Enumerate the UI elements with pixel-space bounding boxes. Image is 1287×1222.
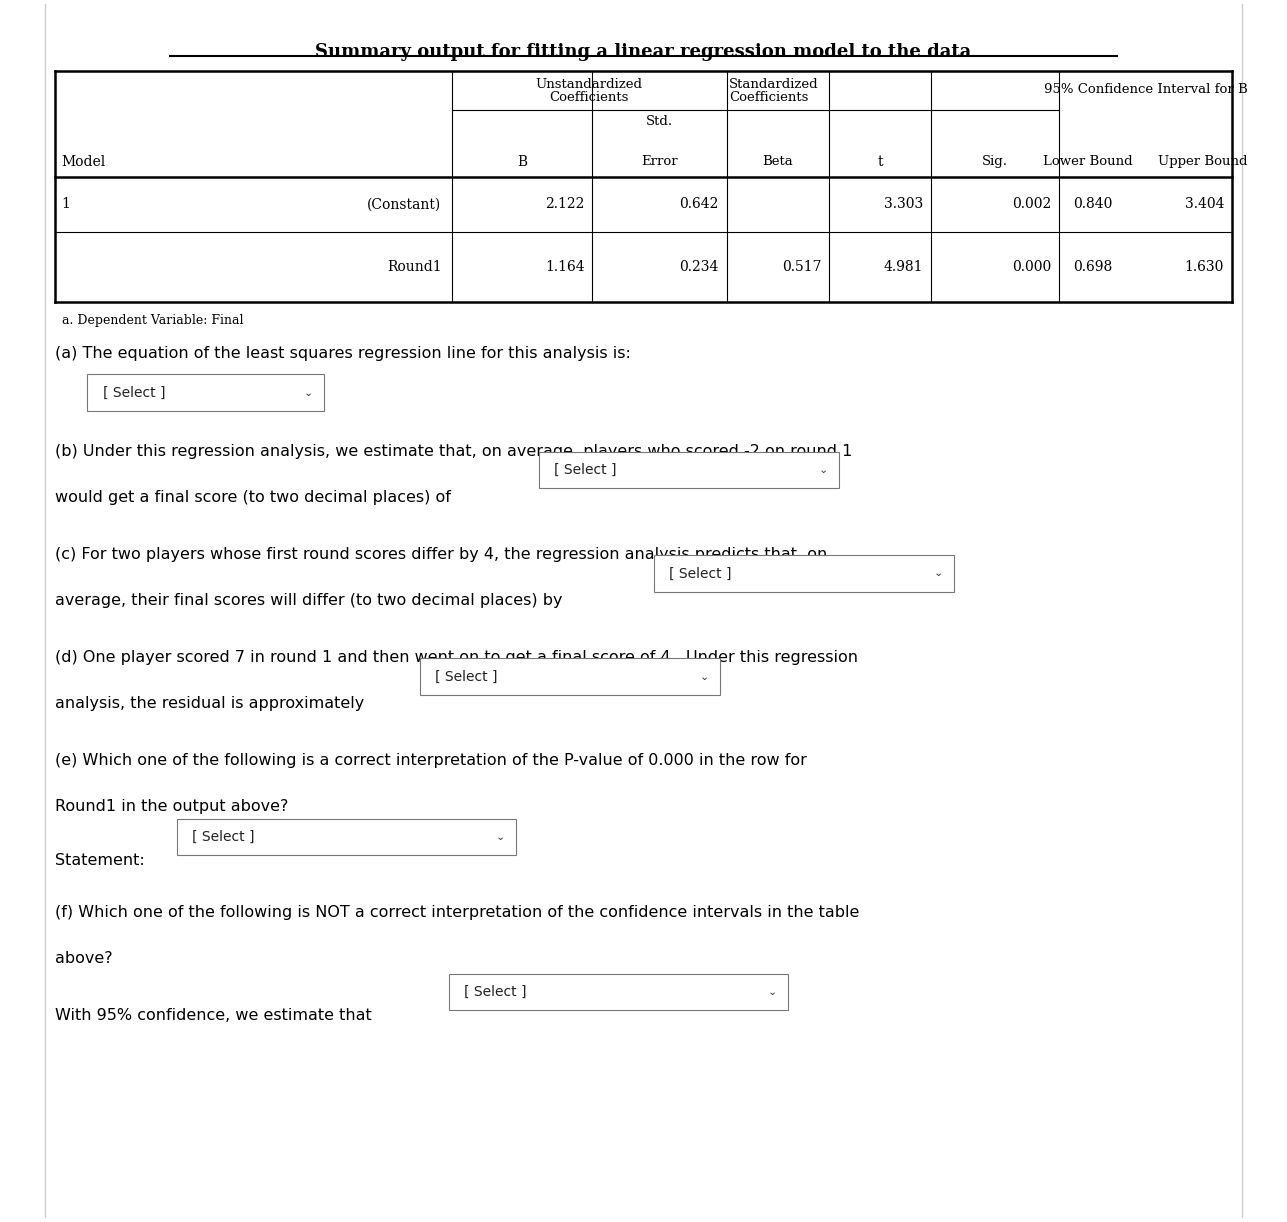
FancyBboxPatch shape	[654, 555, 954, 591]
Text: 0.840: 0.840	[1073, 198, 1113, 211]
Text: [ Select ]: [ Select ]	[553, 463, 616, 478]
Text: Error: Error	[641, 155, 678, 169]
Text: (d) One player scored 7 in round 1 and then went on to get a final score of 4.  : (d) One player scored 7 in round 1 and t…	[55, 650, 858, 665]
Text: 3.303: 3.303	[884, 198, 924, 211]
FancyBboxPatch shape	[88, 374, 324, 411]
Text: 0.000: 0.000	[1012, 260, 1051, 274]
Text: 4.981: 4.981	[884, 260, 924, 274]
Text: ⌄: ⌄	[819, 466, 829, 475]
Text: 1.164: 1.164	[546, 260, 584, 274]
Text: [ Select ]: [ Select ]	[669, 566, 731, 580]
Text: 0.698: 0.698	[1073, 260, 1113, 274]
Text: 2.122: 2.122	[546, 198, 584, 211]
Text: above?: above?	[55, 951, 113, 965]
Text: Beta: Beta	[762, 155, 793, 169]
Text: Sig.: Sig.	[982, 155, 1008, 169]
Text: 0.642: 0.642	[680, 198, 719, 211]
Text: average, their final scores will differ (to two decimal places) by: average, their final scores will differ …	[55, 593, 562, 607]
Text: ⌄: ⌄	[700, 672, 709, 682]
Text: 1.630: 1.630	[1184, 260, 1224, 274]
Text: 3.404: 3.404	[1184, 198, 1224, 211]
Text: ⌄: ⌄	[304, 387, 313, 397]
Text: (e) Which one of the following is a correct interpretation of the P-value of 0.0: (e) Which one of the following is a corr…	[55, 753, 807, 767]
Text: Standardized: Standardized	[730, 78, 819, 90]
Text: (a) The equation of the least squares regression line for this analysis is:: (a) The equation of the least squares re…	[55, 346, 631, 362]
FancyBboxPatch shape	[420, 659, 721, 695]
FancyBboxPatch shape	[176, 819, 516, 855]
Text: 0.517: 0.517	[781, 260, 821, 274]
Text: 0.234: 0.234	[680, 260, 719, 274]
Text: analysis, the residual is approximately: analysis, the residual is approximately	[55, 697, 364, 711]
Text: Summary output for fitting a linear regression model to the data: Summary output for fitting a linear regr…	[315, 43, 972, 61]
Text: would get a final score (to two decimal places) of: would get a final score (to two decimal …	[55, 490, 452, 505]
Text: [ Select ]: [ Select ]	[465, 985, 526, 1000]
Text: Coefficients: Coefficients	[550, 92, 629, 104]
Text: Upper Bound: Upper Bound	[1158, 155, 1247, 169]
FancyBboxPatch shape	[539, 452, 839, 489]
Text: 95% Confidence Interval for B: 95% Confidence Interval for B	[1044, 83, 1247, 95]
Text: Round1 in the output above?: Round1 in the output above?	[55, 799, 288, 814]
Text: 1: 1	[62, 198, 71, 211]
Text: (f) Which one of the following is NOT a correct interpretation of the confidence: (f) Which one of the following is NOT a …	[55, 904, 860, 920]
Text: Lower Bound: Lower Bound	[1042, 155, 1133, 169]
Text: 0.002: 0.002	[1012, 198, 1051, 211]
Text: [ Select ]: [ Select ]	[192, 830, 255, 843]
Text: Unstandardized: Unstandardized	[535, 78, 642, 90]
Text: Round1: Round1	[387, 260, 441, 274]
Text: Coefficients: Coefficients	[730, 92, 808, 104]
Text: (Constant): (Constant)	[367, 198, 441, 211]
Text: (b) Under this regression analysis, we estimate that, on average, players who sc: (b) Under this regression analysis, we e…	[55, 444, 853, 458]
Text: t: t	[878, 155, 883, 169]
Text: ⌄: ⌄	[495, 832, 505, 842]
Text: [ Select ]: [ Select ]	[435, 670, 498, 683]
Text: Statement:: Statement:	[55, 853, 145, 868]
Text: a. Dependent Variable: Final: a. Dependent Variable: Final	[62, 314, 243, 326]
Text: B: B	[517, 155, 528, 169]
Text: With 95% confidence, we estimate that: With 95% confidence, we estimate that	[55, 1008, 372, 1023]
Text: Std.: Std.	[646, 115, 673, 128]
Text: (c) For two players whose first round scores differ by 4, the regression analysi: (c) For two players whose first round sc…	[55, 546, 828, 562]
Text: [ Select ]: [ Select ]	[103, 385, 165, 400]
Text: Model: Model	[62, 155, 106, 169]
FancyBboxPatch shape	[449, 974, 788, 1011]
Text: ⌄: ⌄	[934, 568, 943, 578]
Text: ⌄: ⌄	[768, 987, 777, 997]
